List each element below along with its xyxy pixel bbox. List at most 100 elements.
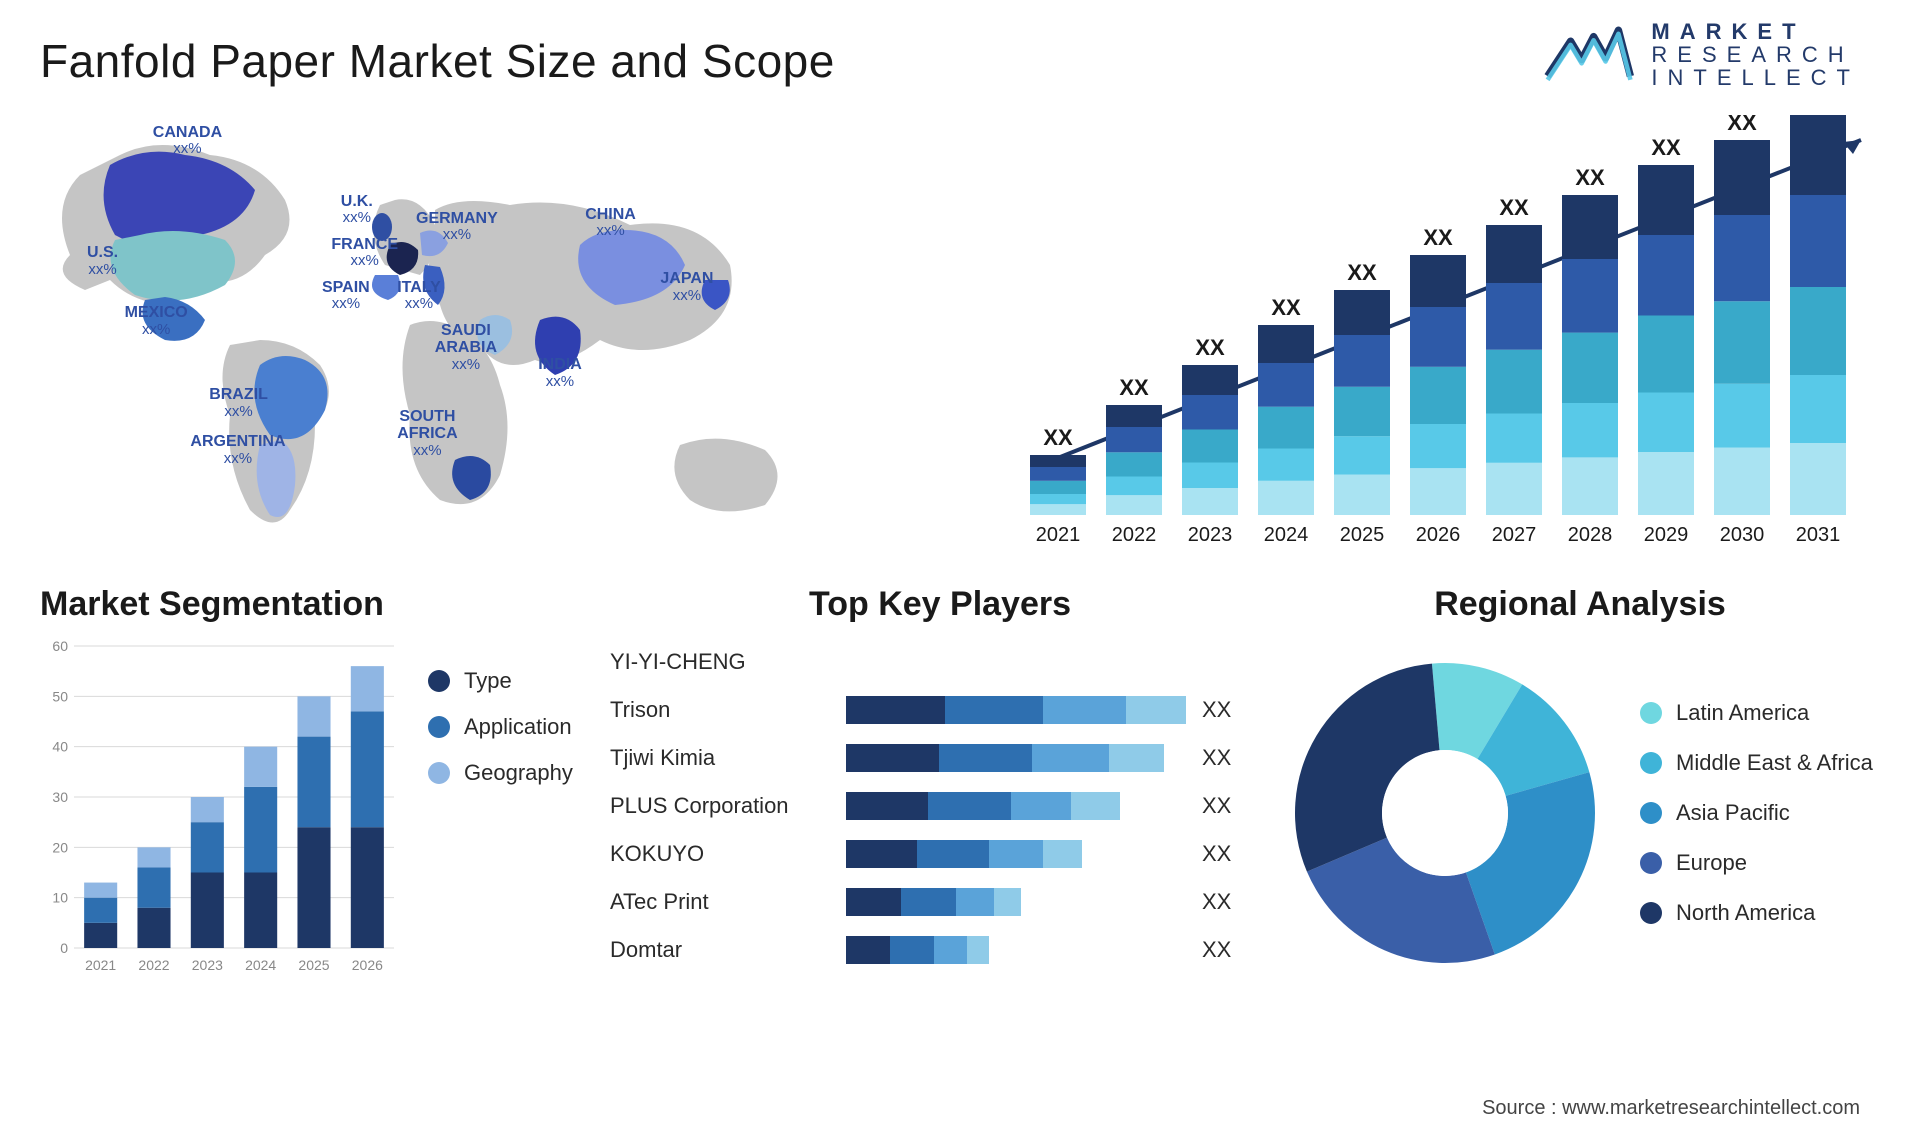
svg-text:XX: XX	[1195, 335, 1225, 360]
growth-bar-seg	[1182, 430, 1238, 463]
svg-text:XX: XX	[1043, 425, 1073, 450]
player-bar-seg	[917, 840, 988, 868]
growth-bar-seg	[1638, 235, 1694, 316]
growth-bar-seg	[1486, 463, 1542, 515]
svg-text:XX: XX	[1499, 195, 1529, 220]
map-label-japan: JAPANxx%	[660, 270, 713, 304]
players-title: Top Key Players	[610, 585, 1270, 624]
regional-legend-item: Asia Pacific	[1640, 800, 1873, 826]
player-bar-seg	[1109, 744, 1164, 772]
player-bar	[846, 888, 1186, 916]
map-label-spain: SPAINxx%	[322, 279, 370, 313]
map-label-argentina: ARGENTINAxx%	[190, 433, 285, 467]
svg-text:2026: 2026	[1416, 524, 1461, 545]
seg-bar-seg	[84, 883, 117, 898]
growth-bar-seg	[1790, 375, 1846, 443]
svg-text:XX: XX	[1347, 260, 1377, 285]
map-label-germany: GERMANYxx%	[416, 210, 498, 244]
seg-bar-seg	[191, 873, 224, 949]
growth-bar-seg	[1714, 215, 1770, 301]
svg-text:50: 50	[52, 689, 68, 705]
source-label: Source : www.marketresearchintellect.com	[1482, 1097, 1860, 1120]
seg-bar-seg	[137, 848, 170, 868]
svg-text:XX: XX	[1651, 135, 1681, 160]
regional-legend: Latin AmericaMiddle East & AfricaAsia Pa…	[1640, 700, 1873, 926]
player-bar-seg	[846, 888, 901, 916]
player-bar-seg	[846, 792, 928, 820]
svg-text:60: 60	[52, 638, 68, 654]
legend-dot-icon	[428, 762, 450, 784]
seg-legend-item: Application	[428, 714, 573, 740]
svg-text:2023: 2023	[1188, 524, 1233, 545]
map-label-saudi: SAUDIARABIAxx%	[435, 322, 497, 374]
player-name: ATec Print	[610, 889, 830, 915]
svg-text:XX: XX	[1727, 115, 1757, 135]
svg-text:2024: 2024	[1264, 524, 1309, 545]
player-bar-seg	[928, 792, 1010, 820]
seg-bar-seg	[84, 898, 117, 923]
growth-bar-seg	[1714, 302, 1770, 385]
player-bar-seg	[846, 936, 890, 964]
regional-legend-item: Latin America	[1640, 700, 1873, 726]
regional-legend-item: Europe	[1640, 850, 1873, 876]
player-bar-seg	[846, 696, 945, 724]
growth-bar-seg	[1638, 316, 1694, 393]
svg-text:2025: 2025	[1340, 524, 1385, 545]
growth-bar-seg	[1486, 225, 1542, 283]
growth-bar-seg	[1790, 287, 1846, 375]
map-label-china: CHINAxx%	[585, 206, 636, 240]
seg-bar-seg	[351, 666, 384, 711]
seg-bar-seg	[84, 923, 117, 948]
player-name: YI-YI-CHENG	[610, 649, 830, 675]
legend-label: Type	[464, 668, 512, 694]
growth-bar-seg	[1334, 290, 1390, 335]
player-bar-seg	[1071, 792, 1120, 820]
player-bar-seg	[939, 744, 1032, 772]
player-bar-seg	[890, 936, 934, 964]
players-panel: Top Key Players YI-YI-CHENGTrisonXXTjiwi…	[610, 585, 1270, 1025]
growth-bar-seg	[1182, 395, 1238, 430]
growth-bar-seg	[1258, 363, 1314, 407]
growth-bar-seg	[1562, 259, 1618, 333]
svg-text:2027: 2027	[1492, 524, 1537, 545]
svg-text:20: 20	[52, 840, 68, 856]
brand-logo: MARKET RESEARCH INTELLECT	[1543, 20, 1880, 89]
map-country-spain	[372, 275, 400, 300]
growth-bar-seg	[1638, 393, 1694, 453]
growth-bar-seg	[1258, 325, 1314, 363]
svg-text:2031: 2031	[1796, 524, 1841, 545]
player-bar-seg	[901, 888, 956, 916]
seg-bar-seg	[351, 712, 384, 828]
player-name: Domtar	[610, 937, 830, 963]
growth-bar-seg	[1562, 195, 1618, 259]
player-bar	[846, 744, 1186, 772]
segmentation-legend: Type Application Geography	[428, 638, 573, 978]
player-bar	[846, 696, 1186, 724]
growth-bar-seg	[1182, 365, 1238, 395]
map-region-aus-grey	[674, 439, 777, 512]
player-name: KOKUYO	[610, 841, 830, 867]
player-bar-seg	[989, 840, 1044, 868]
player-row: TrisonXX	[610, 690, 1270, 730]
map-label-safrica: SOUTHAFRICAxx%	[397, 408, 457, 460]
header: Fanfold Paper Market Size and Scope MARK…	[40, 20, 1880, 89]
legend-label: Geography	[464, 760, 573, 786]
map-country-usa	[111, 231, 236, 301]
growth-bar-seg	[1562, 403, 1618, 457]
players-list: YI-YI-CHENGTrisonXXTjiwi KimiaXXPLUS Cor…	[610, 638, 1270, 970]
player-bar-seg	[934, 936, 967, 964]
logo-swoosh-icon	[1543, 21, 1635, 89]
legend-dot-icon	[1640, 902, 1662, 924]
seg-bar-seg	[191, 797, 224, 822]
map-label-italy: ITALYxx%	[397, 279, 441, 313]
legend-dot-icon	[1640, 702, 1662, 724]
player-bar-seg	[956, 888, 994, 916]
legend-label: Application	[464, 714, 572, 740]
map-label-france: FRANCExx%	[331, 236, 398, 270]
svg-text:2024: 2024	[245, 957, 276, 973]
growth-bar-seg	[1258, 481, 1314, 515]
legend-label: North America	[1676, 900, 1815, 926]
growth-bar-seg	[1410, 307, 1466, 367]
seg-bar-seg	[244, 747, 277, 787]
segmentation-panel: Market Segmentation 01020304050602021202…	[40, 585, 600, 1025]
